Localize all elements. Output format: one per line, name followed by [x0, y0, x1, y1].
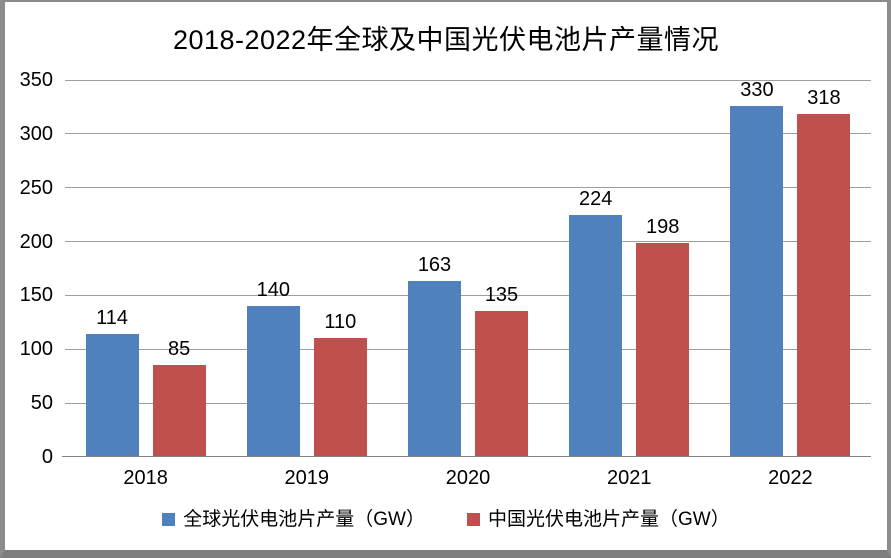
- bar-group-2022: 330 318: [710, 80, 871, 456]
- chart-title: 2018-2022年全球及中国光伏电池片产量情况: [172, 25, 720, 55]
- bar-value-label-2022-series1: 330: [740, 79, 774, 101]
- bar-group-2019: 140 110: [226, 80, 387, 456]
- bar-column-2022-series1: 330: [730, 79, 784, 456]
- bar-column-2019-series2: 110: [313, 80, 367, 456]
- gridline-50: [65, 402, 871, 404]
- x-tick-label-2021: 2021: [606, 467, 652, 489]
- bar-value-label-2020-series1: 163: [417, 253, 452, 276]
- x-tick-label-2018: 2018: [123, 467, 168, 489]
- x-axis: 2018 2019 2020 2021 2022: [65, 468, 871, 488]
- bar-2020-series1: [408, 280, 461, 456]
- bar-2022-series2: [797, 114, 851, 456]
- gridline-200: [65, 241, 871, 243]
- y-tick-label-300: 300: [19, 122, 53, 145]
- bar-value-label-2021-series1: 224: [579, 188, 613, 211]
- bar-2019-series1: [246, 305, 300, 456]
- bar-column-2020-series1: 163: [408, 80, 461, 456]
- gridline-150: [65, 294, 871, 296]
- bar-value-label-2018-series1: 114: [96, 306, 129, 329]
- bar-value-label-2018-series2: 85: [167, 337, 191, 360]
- y-tick-label-350: 350: [19, 69, 53, 91]
- bar-2022-series1: [730, 106, 784, 456]
- bar-column-2018-series1: 114: [85, 80, 139, 456]
- bar-column-2021-series1: 224: [569, 80, 623, 456]
- y-tick-label-0: 0: [41, 446, 53, 468]
- bar-group-2018: 114 85: [65, 80, 226, 456]
- x-tick-label-2019: 2019: [284, 467, 330, 489]
- legend-entry-2: 中国光伏电池片产量（GW）: [467, 510, 730, 529]
- bar-2021-series2: [636, 243, 690, 456]
- plot-area: 114 85 140 110 163 135 224 198 330 318: [62, 79, 871, 457]
- gridline-300: [65, 133, 871, 135]
- bar-2021-series1: [569, 215, 623, 456]
- bar-column-2018-series2: 85: [152, 80, 206, 456]
- bar-column-2021-series2: 198: [636, 80, 690, 456]
- bar-value-label-2019-series2: 110: [324, 310, 357, 333]
- bar-column-2022-series2: 318: [797, 80, 851, 456]
- bar-2020-series2: [475, 310, 528, 456]
- bar-group-2021: 224 198: [549, 80, 710, 456]
- legend-label-1: 全球光伏电池片产量（GW）: [183, 509, 425, 530]
- bar-value-label-2020-series2: 135: [484, 283, 519, 306]
- y-tick-label-150: 150: [19, 284, 53, 307]
- gridline-350: [65, 79, 871, 81]
- legend-swatch-icon: [467, 513, 480, 526]
- bar-column-2020-series2: 135: [475, 80, 528, 456]
- bar-value-label-2019-series1: 140: [256, 278, 290, 301]
- legend-entry-1: 全球光伏电池片产量（GW）: [162, 510, 425, 529]
- bar-value-label-2022-series2: 318: [807, 87, 841, 110]
- legend: 全球光伏电池片产量（GW） 中国光伏电池片产量（GW）: [5, 510, 887, 529]
- bar-2019-series2: [313, 337, 367, 456]
- y-axis: 350 300 250 200 150 100 50 0: [5, 70, 57, 467]
- bar-2018-series1: [85, 333, 139, 456]
- bar-value-label-2021-series2: 198: [646, 216, 680, 239]
- y-tick-label-250: 250: [19, 176, 53, 199]
- legend-swatch-icon: [162, 513, 176, 526]
- bar-series-container: 114 85 140 110 163 135 224 198 330 318: [65, 80, 871, 456]
- bar-column-2019-series1: 140: [246, 80, 300, 456]
- gridline-100: [65, 348, 871, 350]
- x-tick-label-2022: 2022: [768, 467, 813, 489]
- bar-2018-series2: [152, 364, 206, 456]
- x-axis-line: [62, 456, 871, 457]
- legend-label-2: 中国光伏电池片产量（GW）: [488, 509, 730, 530]
- bar-group-2020: 163 135: [387, 80, 548, 456]
- gridline-250: [65, 187, 871, 189]
- y-tick-label-100: 100: [19, 338, 53, 361]
- y-tick-label-50: 50: [30, 392, 53, 415]
- y-tick-label-200: 200: [19, 230, 53, 253]
- x-tick-label-2020: 2020: [445, 467, 491, 489]
